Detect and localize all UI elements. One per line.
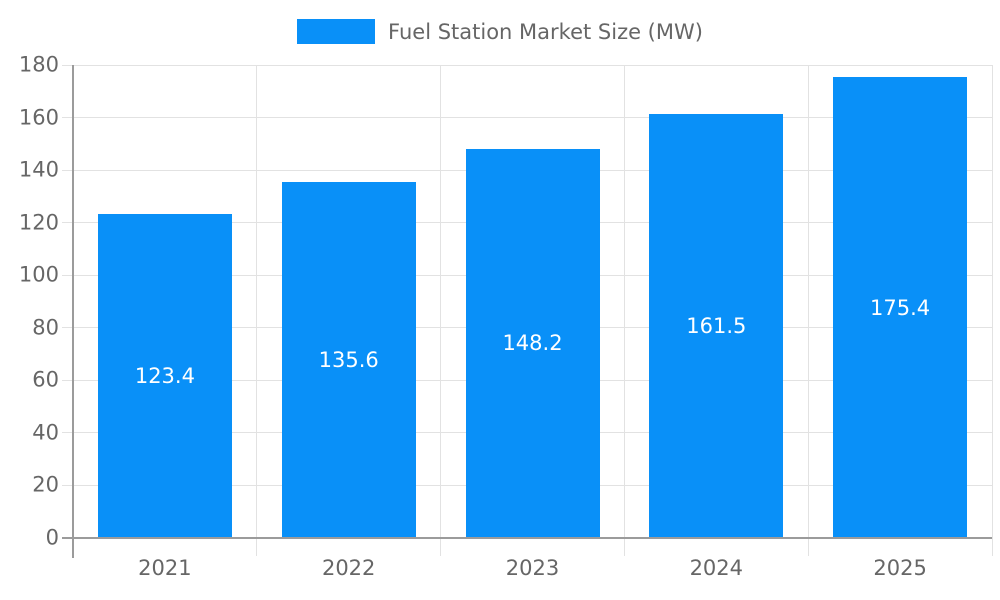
bar[interactable]: [465, 148, 600, 538]
x-tick-label: 2021: [138, 556, 192, 580]
x-axis-line: [62, 537, 992, 539]
legend-label: Fuel Station Market Size (MW): [388, 19, 703, 44]
x-tick-mark: [256, 538, 258, 556]
x-tick-label: 2024: [689, 556, 744, 580]
y-tick-mark: [62, 64, 73, 66]
y-tick-mark: [62, 274, 73, 276]
y-tick-label: 40: [32, 420, 59, 445]
x-tick-mark: [440, 538, 442, 556]
x-tick-mark: [807, 538, 809, 556]
bar[interactable]: [649, 113, 784, 538]
bar[interactable]: [97, 213, 232, 538]
y-tick-mark: [62, 379, 73, 381]
x-tick-label: 2025: [873, 556, 927, 580]
x-tick-label: 2023: [505, 556, 560, 580]
bar-value-label: 175.4: [870, 295, 931, 320]
y-tick-label: 60: [32, 367, 59, 392]
y-tick-label: 160: [18, 105, 59, 130]
x-tick-mark: [623, 538, 625, 556]
y-tick-label: 80: [32, 315, 59, 340]
y-tick-label: 180: [18, 52, 59, 77]
y-gridline: [73, 64, 992, 66]
x-gridline: [623, 65, 625, 538]
x-gridline: [440, 65, 442, 538]
bar-value-label: 123.4: [134, 363, 195, 388]
legend-swatch-icon: [297, 19, 376, 44]
bar-value-label: 161.5: [686, 313, 747, 338]
y-tick-mark: [62, 117, 73, 119]
y-tick-mark: [62, 222, 73, 224]
bar-value-label: 135.6: [318, 347, 379, 372]
y-gridline: [73, 117, 992, 119]
x-tick-mark: [991, 538, 993, 556]
x-gridline: [256, 65, 258, 538]
y-tick-label: 120: [18, 210, 59, 235]
y-axis-line: [72, 65, 74, 558]
y-tick-mark: [62, 432, 73, 434]
x-gridline: [991, 65, 993, 538]
bar[interactable]: [833, 77, 968, 538]
x-gridline: [807, 65, 809, 538]
y-tick-mark: [62, 169, 73, 171]
y-tick-mark: [62, 484, 73, 486]
bar-value-label: 148.2: [502, 331, 563, 356]
bar[interactable]: [281, 181, 416, 538]
x-tick-label: 2022: [321, 556, 376, 580]
y-tick-label: 100: [18, 262, 59, 287]
y-tick-mark: [62, 327, 73, 329]
y-tick-label: 20: [32, 472, 59, 497]
y-tick-label: 0: [45, 525, 59, 550]
y-tick-label: 140: [18, 157, 59, 182]
legend[interactable]: Fuel Station Market Size (MW): [0, 19, 1000, 44]
